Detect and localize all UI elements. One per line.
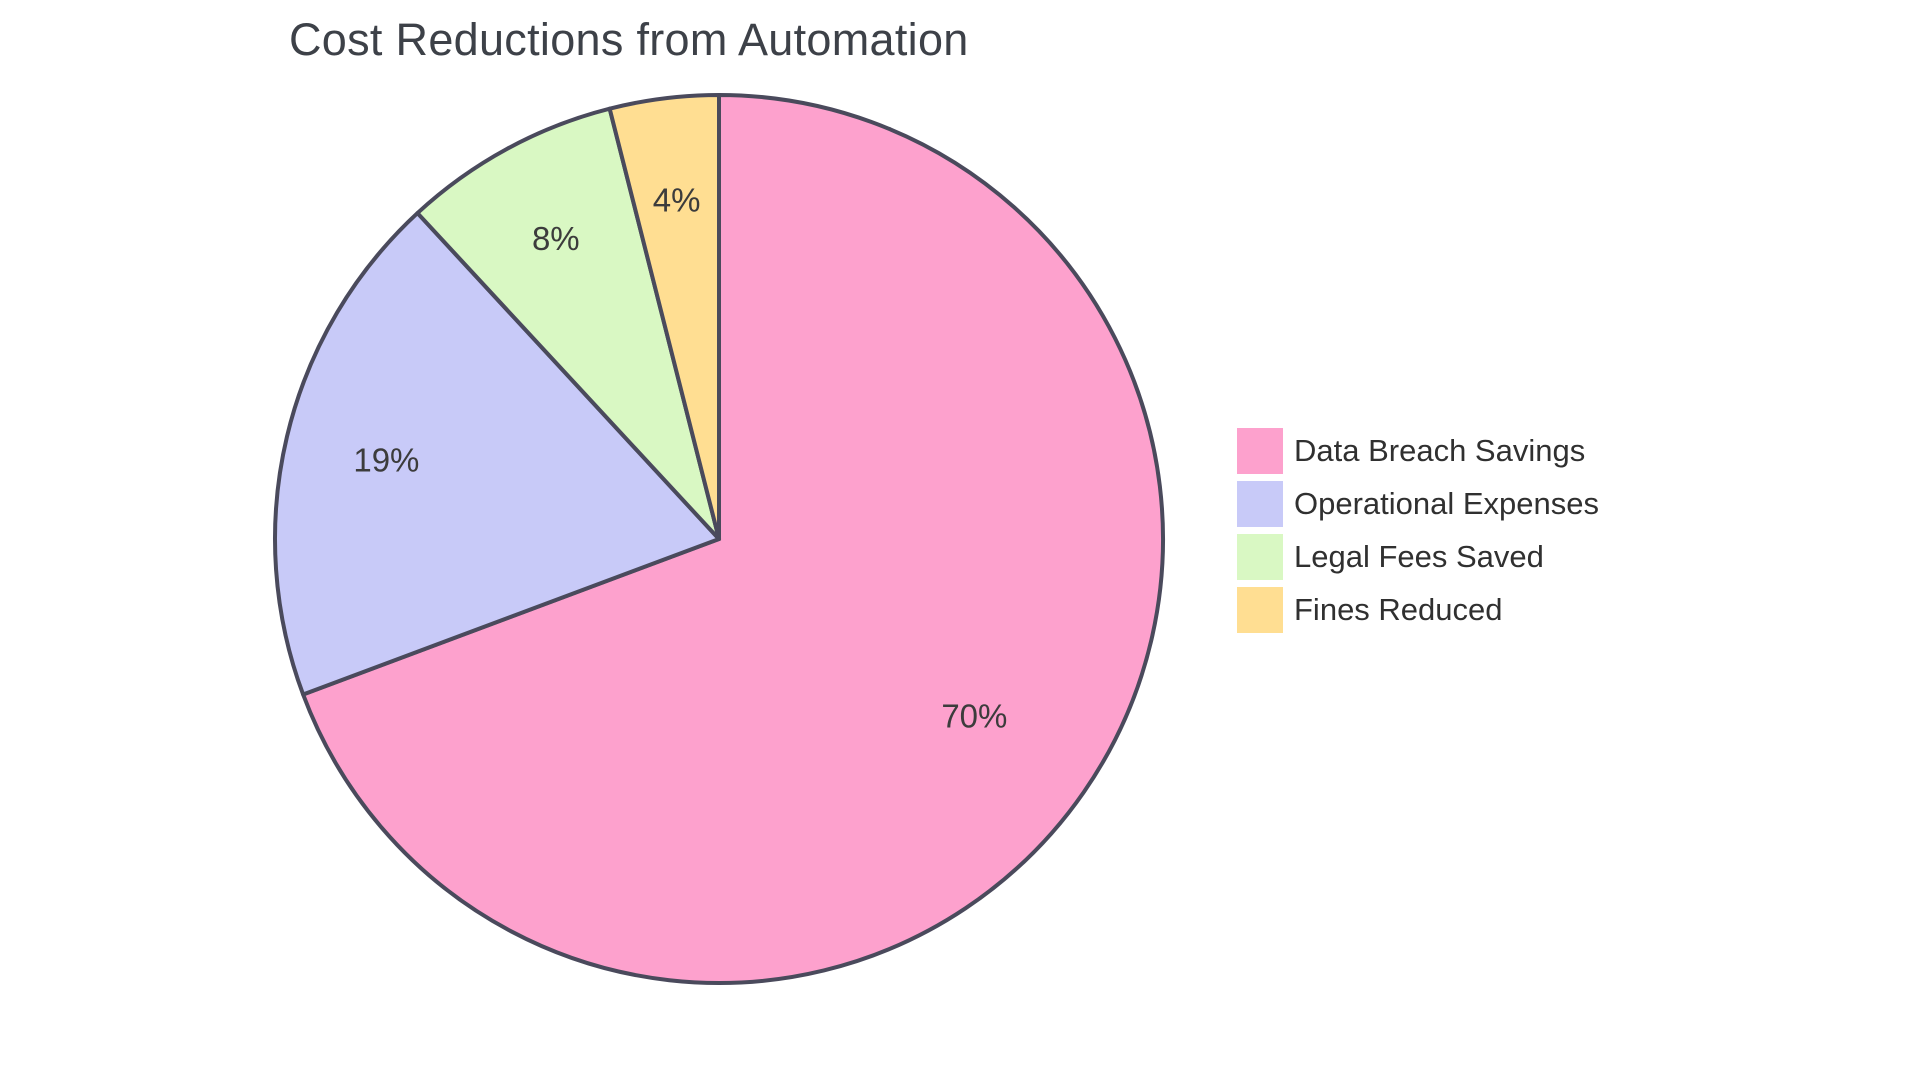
chart-title: Cost Reductions from Automation	[289, 14, 969, 65]
legend-label: Data Breach Savings	[1294, 433, 1586, 468]
pie-slice-fines-reduced	[607, 93, 721, 541]
legend: Data Breach Savings Operational Expenses L…	[1237, 428, 1599, 633]
legend-swatch	[1237, 587, 1283, 633]
legend-item-operational-expenses: Operational Expenses	[1237, 481, 1599, 527]
legend-label: Operational Expenses	[1294, 486, 1600, 521]
slice-percent-label: 19%	[353, 441, 419, 478]
legend-label: Fines Reduced	[1294, 592, 1503, 627]
legend-item-data-breach-savings: Data Breach Savings	[1237, 428, 1599, 474]
slice-percent-label: 8%	[532, 220, 580, 257]
legend-label: Legal Fees Saved	[1294, 539, 1544, 574]
pie-slice-data-breach-savings	[301, 93, 1165, 985]
slice-percent-label: 70%	[941, 698, 1007, 735]
legend-item-fines-reduced: Fines Reduced	[1237, 587, 1599, 633]
pie-chart: 70% 19% 8% 4%	[273, 93, 1165, 985]
slice-percent-label: 4%	[653, 181, 701, 218]
legend-swatch	[1237, 481, 1283, 527]
pie-slice-operational-expenses	[273, 211, 721, 697]
legend-swatch	[1237, 428, 1283, 474]
legend-swatch	[1237, 534, 1283, 580]
pie-slice-legal-fees-saved	[415, 106, 721, 541]
legend-item-legal-fees-saved: Legal Fees Saved	[1237, 534, 1599, 580]
